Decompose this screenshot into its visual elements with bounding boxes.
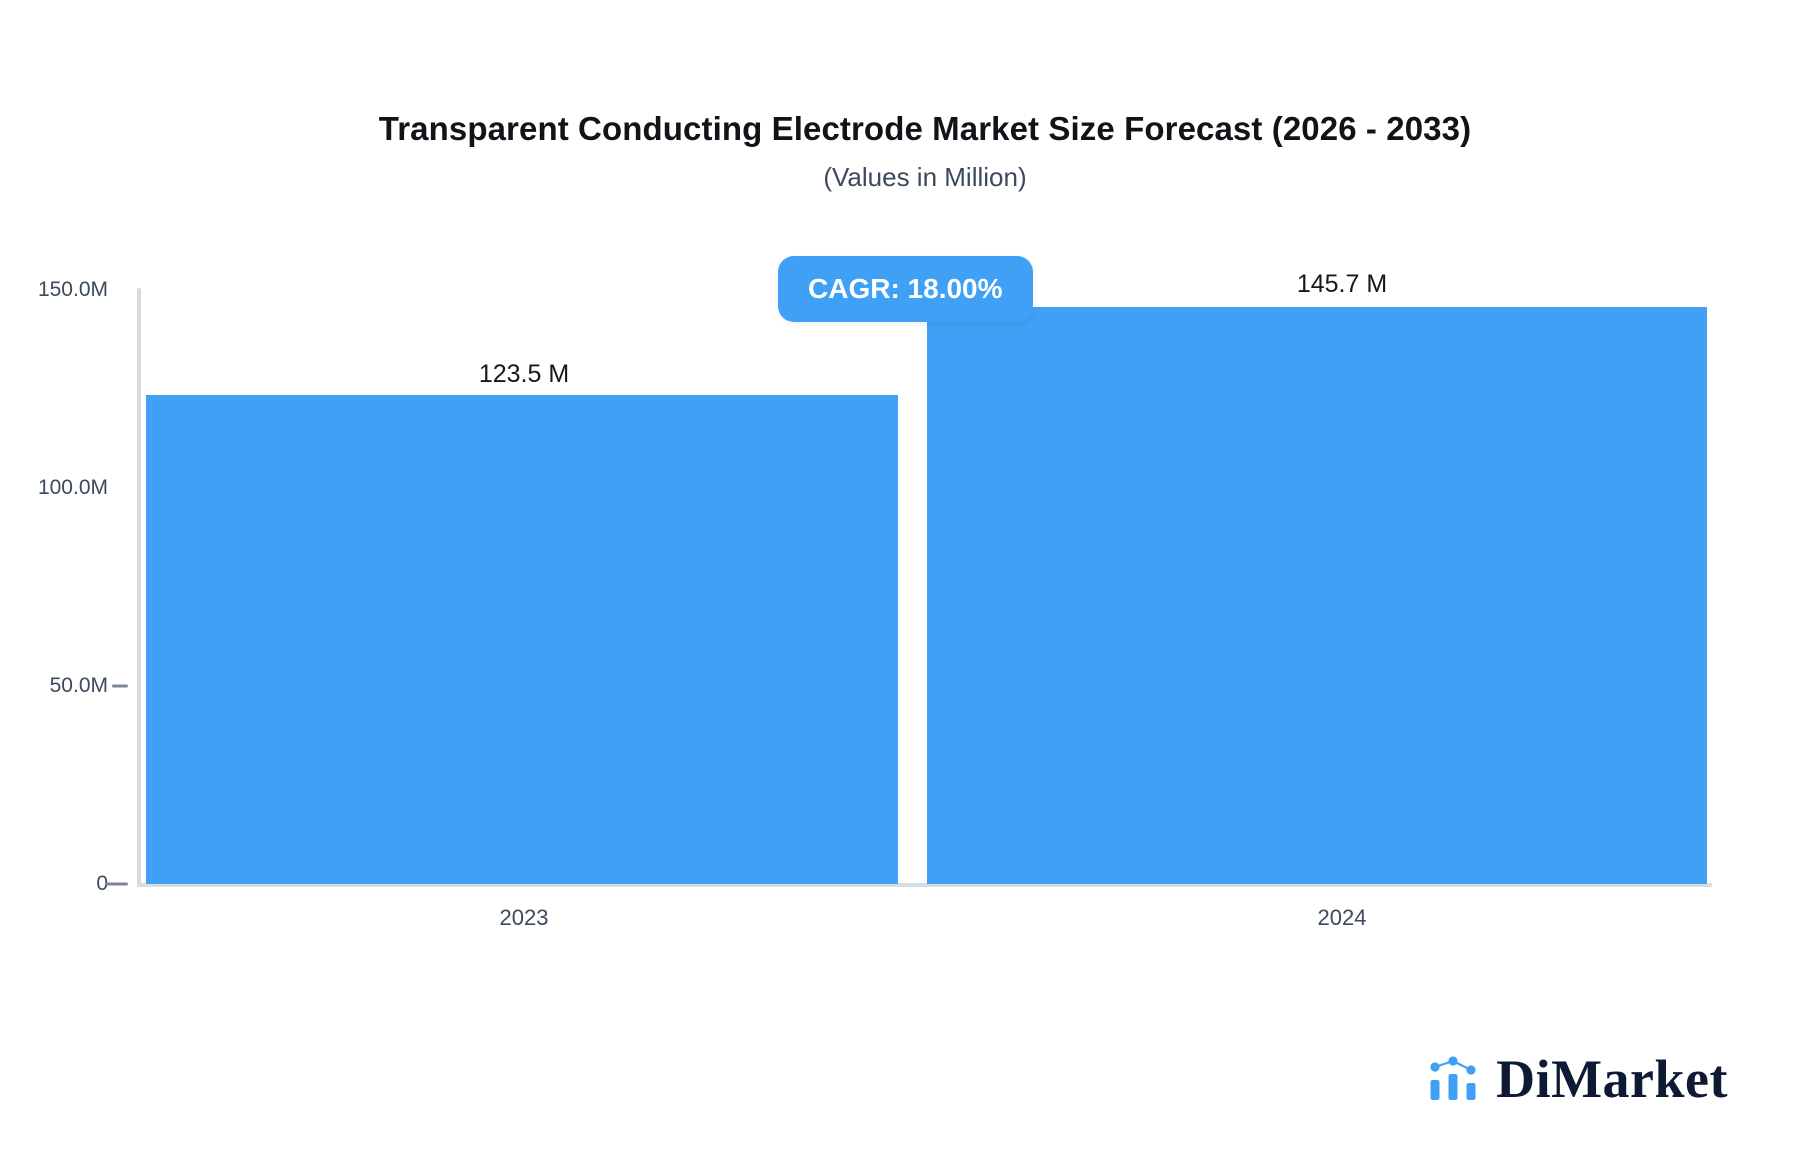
y-tick-label-0: 0 [96, 872, 108, 895]
bar-chart-icon [1428, 1056, 1480, 1102]
bar-value-label-2023: 123.5 M [478, 360, 570, 388]
y-axis-tick-labels: 150.0M 100.0M 50.0M 0 [0, 0, 108, 1156]
y-tick-label-50: 50.0M [49, 674, 108, 697]
bar-value-label-2024: 145.7 M [1296, 270, 1388, 298]
chart-title: Transparent Conducting Electrode Market … [378, 110, 1472, 147]
y-tick-label-150: 150.0M [37, 278, 108, 301]
y-tick-mark-0 [106, 882, 128, 886]
x-category-label-2024: 2024 [1317, 905, 1367, 930]
dimarket-logo: DiMarket [1428, 1052, 1728, 1106]
y-tick-mark-50 [112, 684, 128, 688]
plot-area [137, 290, 1710, 884]
y-tick-label-100: 100.0M [37, 476, 108, 499]
cagr-badge[interactable]: CAGR: 18.00% [778, 256, 1033, 322]
bar-2024[interactable] [927, 307, 1707, 884]
chart-header: Transparent Conducting Electrode Market … [0, 110, 1800, 193]
x-category-label-2023: 2023 [499, 905, 549, 930]
logo-wordmark: DiMarket [1496, 1049, 1728, 1109]
bar-2023[interactable] [146, 394, 898, 884]
chart-subtitle: (Values in Million) [823, 161, 1027, 192]
y-axis-line [137, 288, 141, 885]
x-axis-baseline [137, 883, 1712, 887]
